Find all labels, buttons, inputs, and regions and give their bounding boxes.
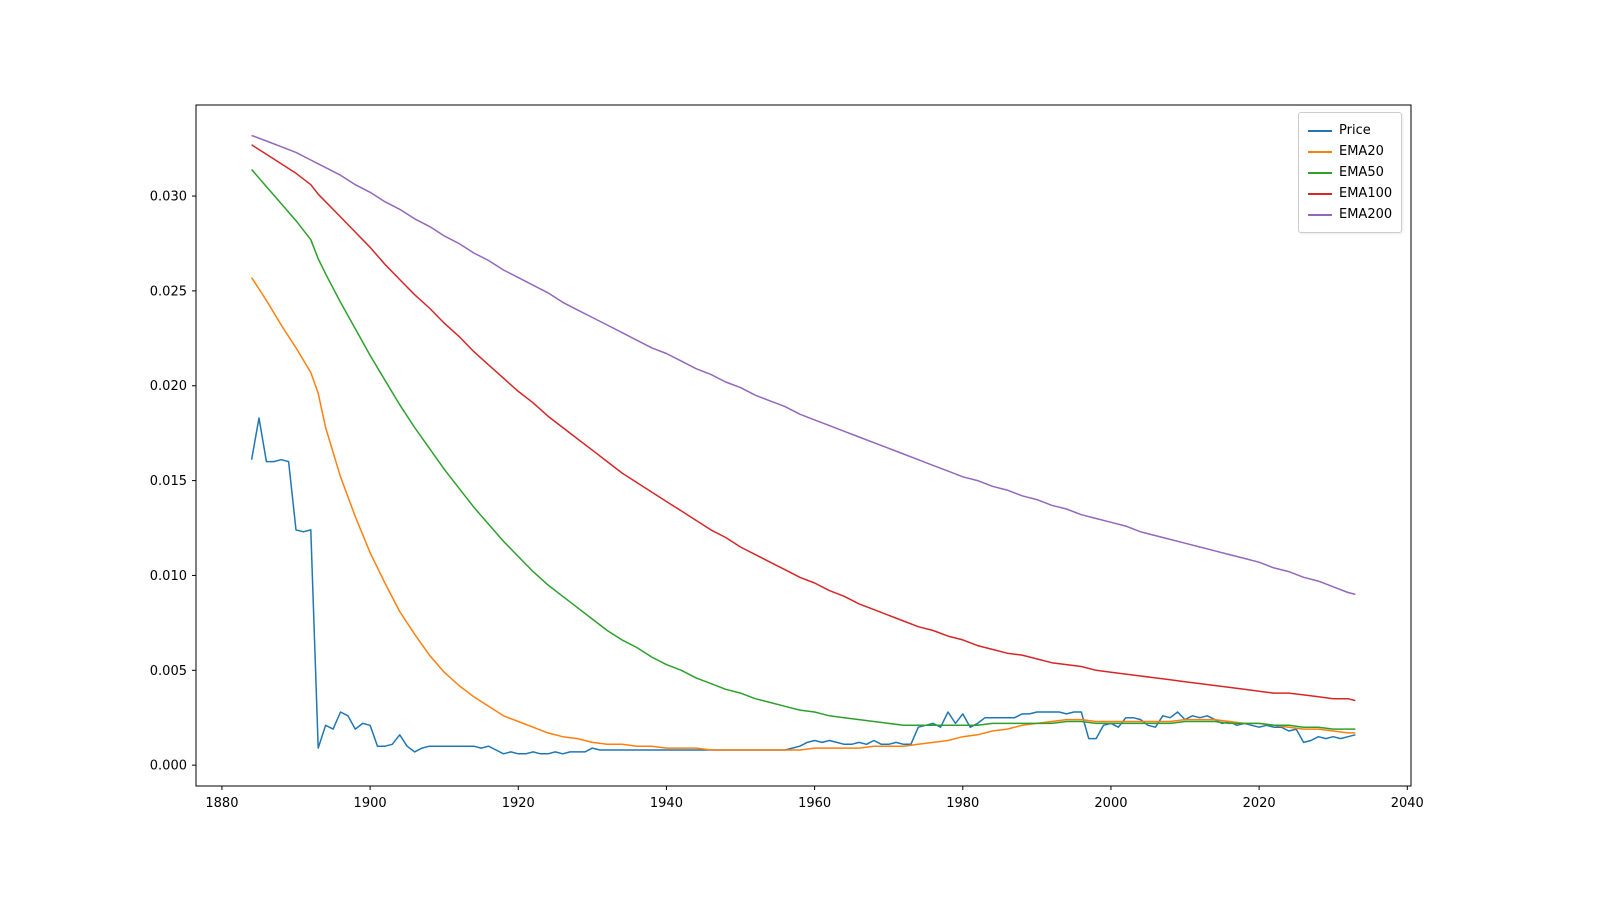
legend-label: EMA100: [1339, 186, 1393, 201]
legend-entry-ema20: EMA20: [1308, 141, 1392, 162]
y-tick-label: 0.030: [150, 190, 187, 205]
legend-label: EMA200: [1339, 207, 1393, 222]
series-line-ema50: [251, 169, 1356, 730]
x-tick-label: 2020: [1243, 796, 1276, 811]
legend-line-swatch: [1308, 171, 1332, 174]
y-tick-label: 0.000: [150, 759, 187, 774]
legend-line-swatch: [1308, 192, 1332, 195]
x-tick-label: 1960: [798, 796, 831, 811]
y-tick-label: 0.005: [150, 664, 187, 679]
legend-line-swatch: [1308, 213, 1332, 216]
y-tick-label: 0.020: [150, 379, 187, 394]
x-tick-label: 1980: [946, 796, 979, 811]
x-tick-label: 1900: [354, 796, 387, 811]
legend-entry-ema200: EMA200: [1308, 204, 1392, 225]
series-line-ema100: [251, 144, 1356, 702]
series-line-ema20: [250, 277, 1356, 751]
legend-label: EMA50: [1339, 165, 1384, 180]
legend-entry-ema100: EMA100: [1308, 183, 1392, 204]
x-tick-label: 1920: [502, 796, 535, 811]
legend-label: Price: [1339, 123, 1371, 138]
x-tick-label: 2000: [1094, 796, 1127, 811]
legend: Price EMA20 EMA50 EMA100 EMA200: [1298, 112, 1403, 233]
legend-line-swatch: [1308, 129, 1332, 132]
plot-frame: [195, 104, 1412, 787]
x-tick-label: 2040: [1391, 796, 1424, 811]
x-tick-label: 1940: [650, 796, 683, 811]
legend-entry-price: Price: [1308, 120, 1392, 141]
series-line-ema200: [251, 134, 1356, 596]
legend-line-swatch: [1308, 150, 1332, 153]
series-line-price: [250, 417, 1356, 755]
y-tick-label: 0.010: [150, 569, 187, 584]
y-tick-label: 0.015: [150, 474, 187, 489]
legend-entry-ema50: EMA50: [1308, 162, 1392, 183]
y-tick-label: 0.025: [150, 284, 187, 299]
legend-label: EMA20: [1339, 144, 1384, 159]
x-tick-label: 1880: [205, 796, 238, 811]
